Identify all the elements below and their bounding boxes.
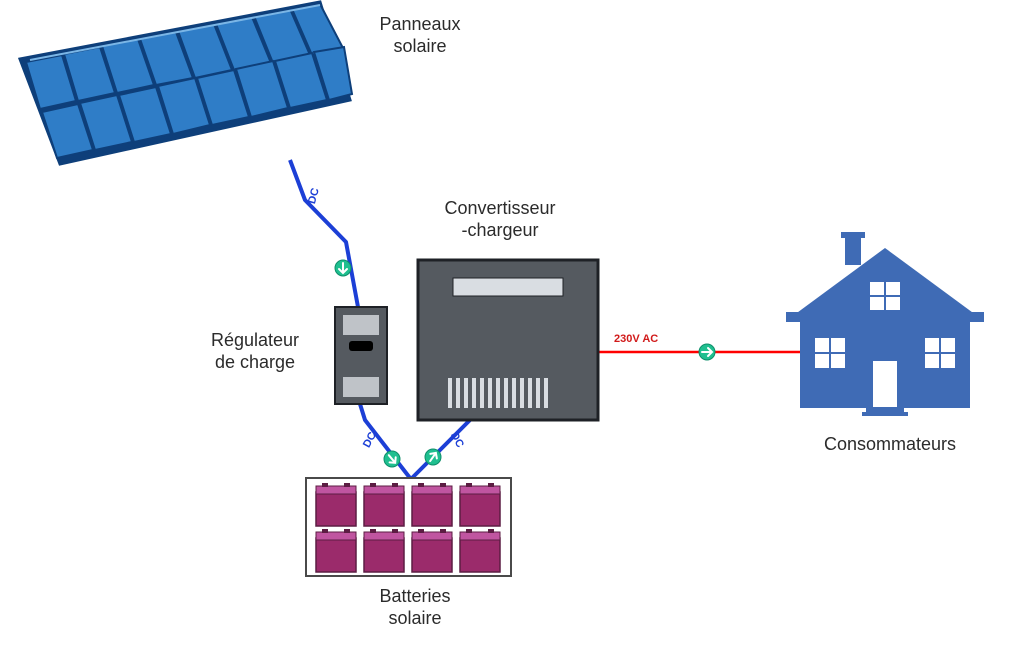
solar-diagram: Panneaux solaire Régulateur de charge Co… (0, 0, 1024, 646)
label-house: Consommateurs (800, 434, 980, 456)
wire-label-ac: 230V AC (614, 333, 658, 345)
house-icon (0, 0, 1024, 646)
label-batteries: Batteries solaire (355, 586, 475, 629)
label-inverter: Convertisseur -chargeur (420, 198, 580, 241)
label-solar-panel: Panneaux solaire (360, 14, 480, 57)
label-regulator: Régulateur de charge (190, 330, 320, 373)
